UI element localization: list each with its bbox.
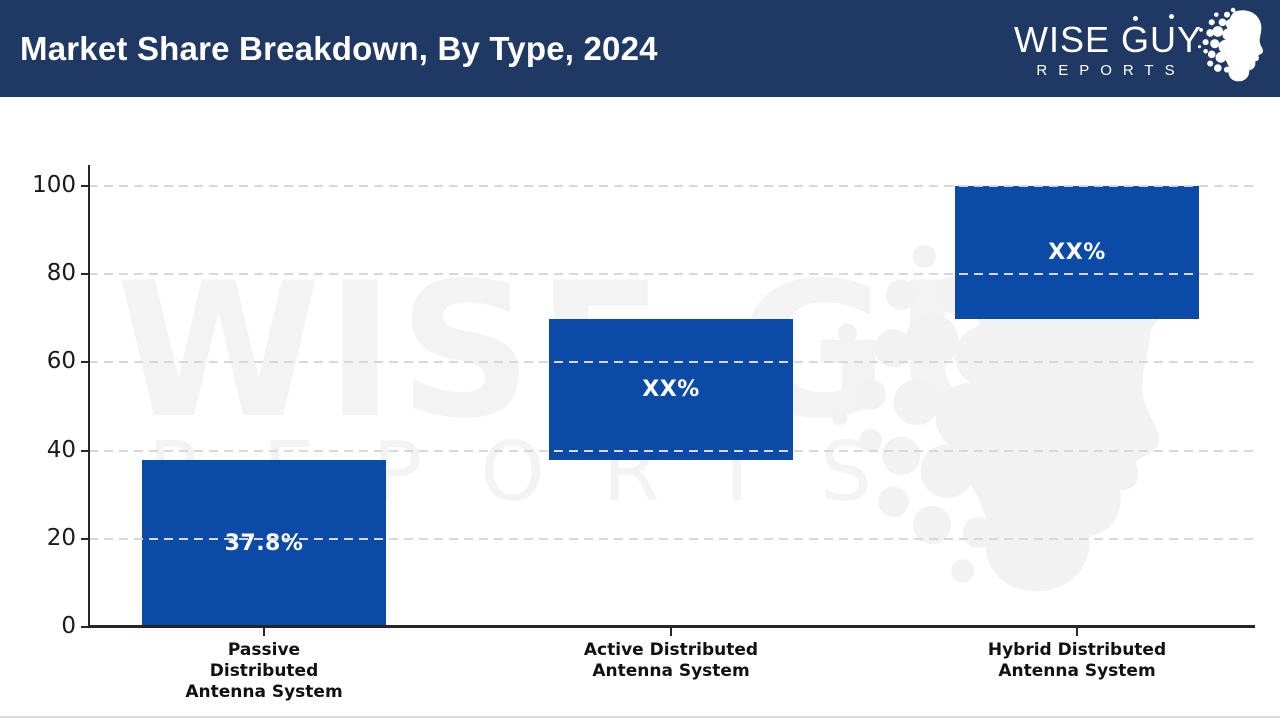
category-label-line: Antenna System [592, 661, 750, 681]
y-tick-label: 100 [32, 172, 76, 198]
x-tick [263, 628, 265, 636]
logo-umlaut-dot-icon [1133, 15, 1138, 21]
category-label-line: Antenna System [185, 682, 343, 702]
category-label-line: Passive [227, 640, 301, 660]
y-tick [81, 361, 89, 364]
bar-passive-das: 37.8% [142, 460, 386, 627]
bottom-divider [0, 716, 1280, 718]
y-axis-line [88, 165, 90, 628]
bar-value-label: XX% [1048, 239, 1106, 265]
gridline [89, 273, 1255, 276]
category-label-hybrid-das: Hybrid Distributed Antenna System [917, 640, 1237, 682]
logo-wordmark: WISE GUY [1013, 18, 1202, 60]
y-tick [81, 626, 89, 628]
category-label-line: Antenna System [998, 661, 1156, 681]
logo-face-icon [1197, 7, 1264, 82]
category-label-line: Distributed [209, 661, 319, 681]
category-label-passive-das: Passive Distributed Antenna System [104, 640, 424, 703]
bar-value-label: XX% [642, 377, 700, 402]
bar-hybrid-das: XX% [955, 186, 1199, 319]
page-title: Market Share Breakdown, By Type, 2024 [20, 29, 658, 67]
logo-text: WISE GUY REPORTS [1013, 13, 1202, 79]
wiseguy-logo: WISE GUY REPORTS [1014, 7, 1266, 91]
y-tick [81, 449, 89, 452]
logo-subtitle: REPORTS [1036, 61, 1186, 79]
bar-value-label: 37.8% [224, 531, 304, 557]
y-tick-label: 40 [46, 436, 76, 463]
category-label-active-das: Active Distributed Antenna System [511, 640, 831, 682]
logo-umlaut-dot-icon [1169, 13, 1174, 19]
gridline [89, 361, 1255, 364]
category-label-line: Active Distributed [583, 640, 759, 660]
category-label-line: Hybrid Distributed [987, 640, 1167, 660]
y-tick-label: 60 [46, 348, 76, 375]
gridline [89, 537, 1255, 540]
x-tick [1076, 628, 1078, 636]
x-axis-line [88, 625, 1255, 628]
gridline [89, 449, 1255, 452]
y-tick-label: 80 [46, 260, 76, 287]
x-tick [670, 628, 672, 636]
y-tick [81, 273, 89, 276]
gridline [89, 185, 1255, 187]
y-tick [81, 537, 89, 540]
y-tick-label: 0 [61, 613, 76, 639]
bar-active-das: XX% [549, 318, 793, 461]
y-tick-label: 20 [46, 524, 76, 551]
y-tick [81, 185, 89, 187]
header: Market Share Breakdown, By Type, 2024 WI… [0, 0, 1280, 97]
